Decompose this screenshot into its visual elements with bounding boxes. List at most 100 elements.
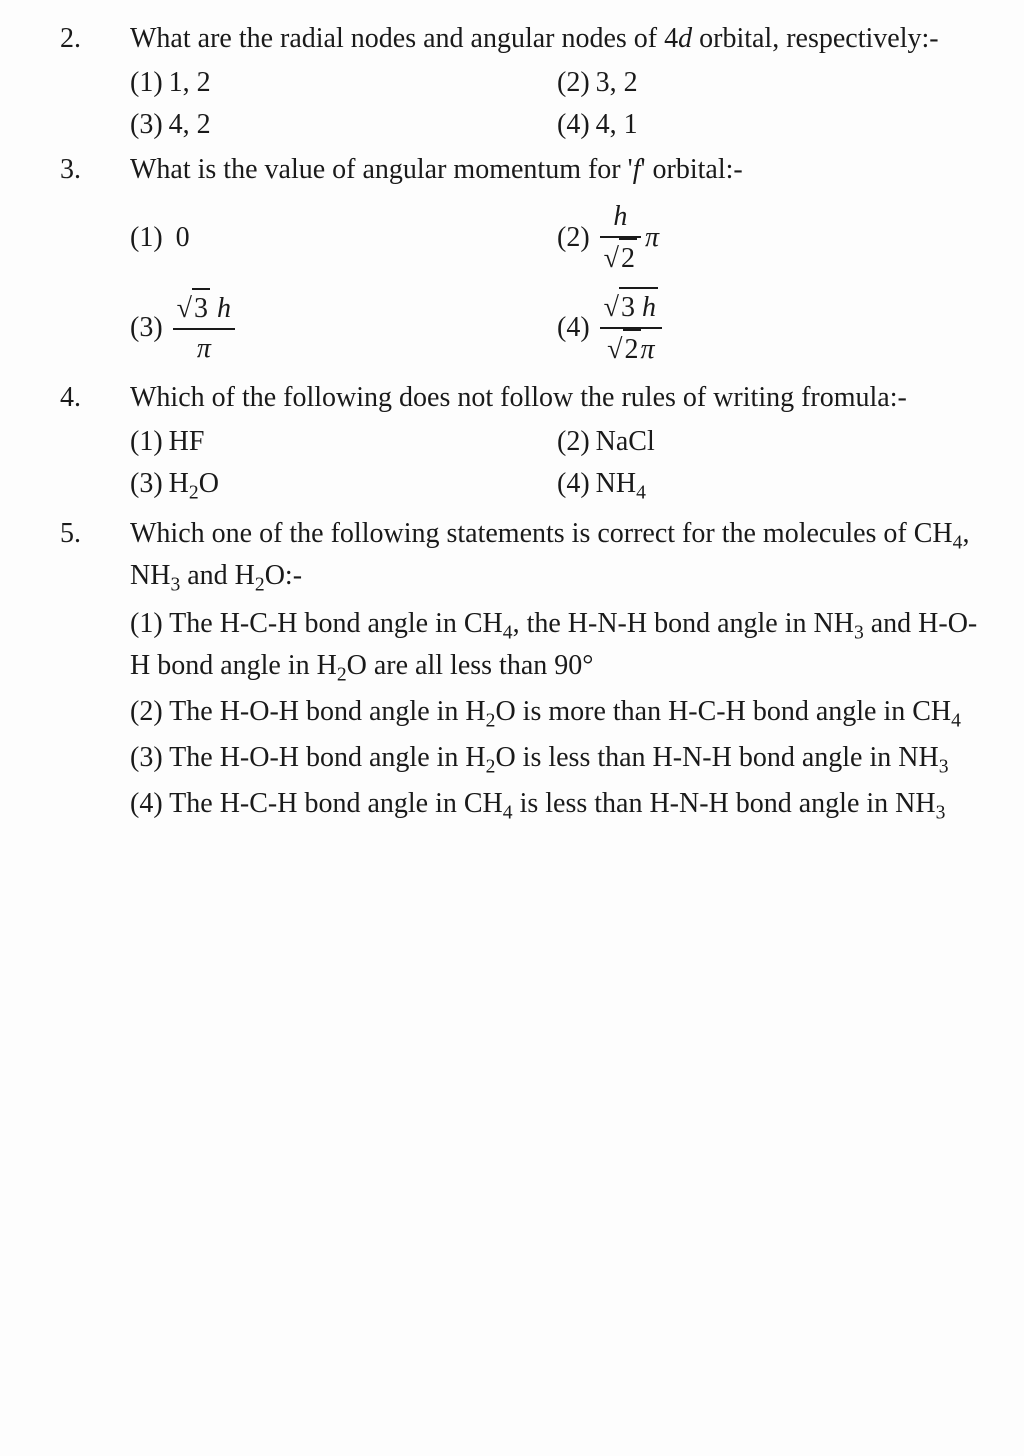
option-label: (4) bbox=[130, 788, 163, 819]
s: 3 bbox=[939, 757, 949, 778]
s: 2 bbox=[255, 574, 265, 595]
option-4: (4)4, 1 bbox=[557, 104, 984, 146]
s: 3 bbox=[936, 803, 946, 824]
t: The H-C-H bond angle in CH bbox=[169, 788, 503, 819]
t: O is less than H-N-H bond angle in NH bbox=[495, 742, 938, 773]
sqrt: 2 bbox=[604, 238, 637, 278]
num-after: h bbox=[642, 292, 656, 323]
question-body: Which one of the following statements is… bbox=[130, 515, 984, 829]
t: O:- bbox=[265, 560, 302, 591]
option-1: (1)HF bbox=[130, 421, 557, 463]
t: The H-O-H bond angle in H bbox=[169, 696, 485, 727]
t: is less than H-N-H bond angle in NH bbox=[513, 788, 936, 819]
question-body: What are the radial nodes and angular no… bbox=[130, 20, 984, 145]
question-stem: What are the radial nodes and angular no… bbox=[130, 20, 984, 58]
option-1: (1)1, 2 bbox=[130, 62, 557, 104]
option-text: HF bbox=[169, 426, 205, 457]
t: O is more than H-C-H bond angle in CH bbox=[495, 696, 951, 727]
fraction: 3 h 2π bbox=[596, 287, 666, 369]
t: O are all less than 90° bbox=[347, 650, 594, 681]
options: (1) The H-C-H bond angle in CH4, the H-N… bbox=[130, 603, 984, 829]
s: 4 bbox=[503, 803, 513, 824]
stem-ital: d bbox=[678, 23, 692, 54]
sqrt: 2 bbox=[607, 329, 640, 369]
frac-num: h bbox=[613, 201, 627, 232]
question-stem: Which of the following does not follow t… bbox=[130, 379, 984, 417]
t: The H-C-H bond angle in CH bbox=[169, 608, 503, 639]
option-3: (3)4, 2 bbox=[130, 104, 557, 146]
question-number: 3. bbox=[60, 151, 130, 373]
option-label: (2) bbox=[557, 426, 590, 457]
fraction: 3 h π bbox=[169, 288, 239, 368]
question-body: What is the value of angular momentum fo… bbox=[130, 151, 984, 373]
option-text: 4, 2 bbox=[169, 109, 211, 140]
sqrt: 3 bbox=[177, 288, 210, 328]
frac-den: π bbox=[197, 333, 211, 364]
t: The H-O-H bond angle in H bbox=[169, 742, 485, 773]
question-3: 3. What is the value of angular momentum… bbox=[60, 151, 984, 373]
option-label: (4) bbox=[557, 309, 590, 347]
option-label: (3) bbox=[130, 309, 163, 347]
s: 2 bbox=[486, 757, 496, 778]
question-number: 2. bbox=[60, 20, 130, 145]
stem-text: What are the radial nodes and angular no… bbox=[130, 23, 678, 54]
option-label: (1) bbox=[130, 219, 163, 257]
option-label: (1) bbox=[130, 608, 163, 639]
option-label: (1) bbox=[130, 426, 163, 457]
options: (1) 0 (2) h 2 π (3) 3 h π bbox=[130, 193, 984, 373]
stem-text: orbital, respectively:- bbox=[692, 23, 938, 54]
option-label: (2) bbox=[130, 696, 163, 727]
question-number: 5. bbox=[60, 515, 130, 829]
option-label: (3) bbox=[130, 742, 163, 773]
chem-after: O bbox=[199, 468, 219, 499]
option-label: (2) bbox=[557, 219, 590, 257]
option-2: (2) The H-O-H bond angle in H2O is more … bbox=[130, 691, 984, 737]
t: and H bbox=[180, 560, 255, 591]
question-4: 4. Which of the following does not follo… bbox=[60, 379, 984, 509]
question-number: 4. bbox=[60, 379, 130, 509]
option-label: (4) bbox=[557, 468, 590, 499]
option-4: (4) 3 h 2π bbox=[557, 283, 984, 373]
s: 3 bbox=[170, 574, 180, 595]
option-text: 3, 2 bbox=[596, 67, 638, 98]
option-1: (1) 0 bbox=[130, 193, 557, 283]
num-after: h bbox=[217, 293, 231, 324]
stem-text: What is the value of angular momentum fo… bbox=[130, 154, 633, 185]
option-2: (2)NaCl bbox=[557, 421, 984, 463]
options: (1)HF (2)NaCl (3)H2O (4)NH4 bbox=[130, 421, 984, 509]
option-3: (3) 3 h π bbox=[130, 283, 557, 373]
rad-inner: 3 bbox=[621, 292, 635, 323]
s: 4 bbox=[953, 532, 963, 553]
radicand: 3 h bbox=[619, 287, 658, 327]
subscript: 2 bbox=[189, 482, 199, 503]
question-stem: What is the value of angular momentum fo… bbox=[130, 151, 984, 189]
option-1: (1) The H-C-H bond angle in CH4, the H-N… bbox=[130, 603, 984, 691]
radicand: 2 bbox=[623, 329, 641, 369]
s: 3 bbox=[854, 622, 864, 643]
chem: H bbox=[169, 468, 189, 499]
sqrt: 3 h bbox=[604, 287, 658, 327]
options: (1)1, 2 (2)3, 2 (3)4, 2 (4)4, 1 bbox=[130, 62, 984, 146]
s: 2 bbox=[486, 711, 496, 732]
option-4: (4) The H-C-H bond angle in CH4 is less … bbox=[130, 783, 984, 829]
option-text: 4, 1 bbox=[596, 109, 638, 140]
chem: NH bbox=[596, 468, 636, 499]
question-body: Which of the following does not follow t… bbox=[130, 379, 984, 509]
radicand: 2 bbox=[619, 238, 637, 278]
fraction: h 2 bbox=[596, 198, 645, 278]
option-text: 0 bbox=[176, 219, 190, 257]
t: , the H-N-H bond angle in NH bbox=[513, 608, 854, 639]
option-2: (2)3, 2 bbox=[557, 62, 984, 104]
option-label: (2) bbox=[557, 67, 590, 98]
trail: π bbox=[645, 219, 659, 257]
question-5: 5. Which one of the following statements… bbox=[60, 515, 984, 829]
question-stem: Which one of the following statements is… bbox=[130, 515, 984, 599]
option-label: (1) bbox=[130, 67, 163, 98]
subscript: 4 bbox=[636, 482, 646, 503]
option-label: (4) bbox=[557, 109, 590, 140]
t: Which one of the following statements is… bbox=[130, 518, 953, 549]
option-label: (3) bbox=[130, 109, 163, 140]
option-label: (3) bbox=[130, 468, 163, 499]
radicand: 3 bbox=[192, 288, 210, 328]
stem-text: ' orbital:- bbox=[640, 154, 742, 185]
